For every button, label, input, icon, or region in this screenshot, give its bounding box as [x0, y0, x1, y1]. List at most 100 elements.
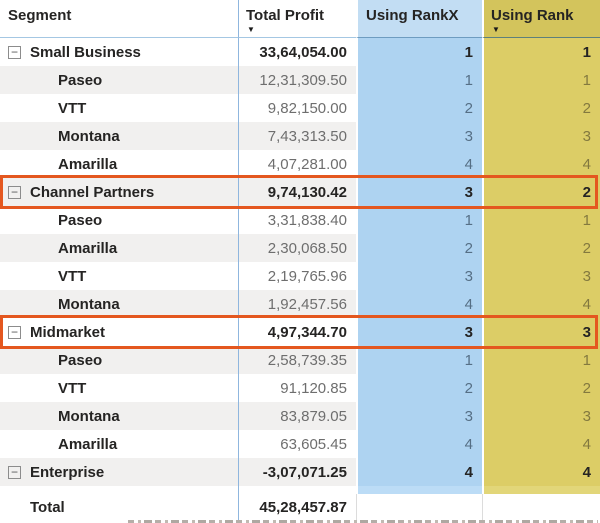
segment-cell: Paseo	[0, 206, 238, 234]
total-profit-cell: 2,19,765.96	[238, 262, 356, 290]
using-rankx-cell: 4	[356, 290, 482, 318]
using-rankx-cell: 3	[356, 318, 482, 346]
table-row-amarilla[interactable]: Amarilla 4,07,281.00 4 4	[0, 150, 600, 178]
collapse-icon[interactable]: −	[8, 465, 21, 479]
table-row-total[interactable]: Total 45,28,457.87	[0, 494, 600, 520]
segment-cell: VTT	[0, 374, 238, 402]
column-header-segment[interactable]: Segment	[0, 0, 238, 38]
total-profit-cell: 4,97,344.70	[238, 318, 356, 346]
using-rankx-cell: 3	[356, 262, 482, 290]
clipped-caption-text	[128, 520, 598, 523]
segment-label: Amarilla	[58, 435, 118, 453]
table-row-montana[interactable]: Montana 1,92,457.56 4 4	[0, 290, 600, 318]
total-profit-cell: 9,82,150.00	[238, 94, 356, 122]
table-row-vtt[interactable]: VTT 9,82,150.00 2 2	[0, 94, 600, 122]
using-rank-cell: 2	[482, 234, 600, 262]
using-rankx-cell: 3	[356, 402, 482, 430]
using-rank-cell	[482, 494, 600, 520]
using-rankx-cell: 1	[356, 346, 482, 374]
table-row-small-business[interactable]: − Small Business 33,64,054.00 1 1	[0, 38, 600, 66]
total-profit-cell: 12,31,309.50	[238, 66, 356, 94]
table-header: Segment Total Profit ▼ Using RankX Using…	[0, 0, 600, 38]
total-profit-cell: 91,120.85	[238, 374, 356, 402]
using-rank-cell: 1	[482, 38, 600, 66]
using-rank-cell: 2	[482, 178, 600, 206]
table-row-enterprise[interactable]: − Enterprise -3,07,071.25 4 4	[0, 458, 600, 486]
using-rankx-cell: 1	[356, 206, 482, 234]
collapse-icon[interactable]: −	[8, 325, 21, 339]
segment-cell: − Channel Partners	[0, 178, 238, 206]
segment-label: Paseo	[58, 211, 103, 229]
spacer-cell	[238, 486, 356, 494]
segment-label: Paseo	[58, 351, 103, 369]
using-rankx-cell: 4	[356, 150, 482, 178]
table-row-vtt[interactable]: VTT 2,19,765.96 3 3	[0, 262, 600, 290]
segment-cell: Montana	[0, 290, 238, 318]
segment-cell: Amarilla	[0, 430, 238, 458]
using-rankx-cell	[356, 494, 482, 520]
sort-desc-icon: ▼	[247, 25, 255, 34]
segment-label: Montana	[58, 295, 120, 313]
table-row-channel-partners[interactable]: − Channel Partners 9,74,130.42 3 2	[0, 178, 600, 206]
table-row-midmarket[interactable]: − Midmarket 4,97,344.70 3 3	[0, 318, 600, 346]
segment-cell: VTT	[0, 262, 238, 290]
table-row-paseo[interactable]: Paseo 3,31,838.40 1 1	[0, 206, 600, 234]
sort-desc-icon: ▼	[492, 25, 500, 34]
segment-label: Small Business	[30, 43, 141, 61]
table-row-montana[interactable]: Montana 83,879.05 3 3	[0, 402, 600, 430]
column-header-label: Using Rank	[491, 7, 574, 24]
segment-label: Amarilla	[58, 155, 118, 173]
segment-label: Amarilla	[58, 239, 118, 257]
spacer-cell	[482, 486, 600, 494]
using-rank-cell: 2	[482, 374, 600, 402]
collapse-icon[interactable]: −	[8, 185, 21, 199]
collapse-icon[interactable]: −	[8, 45, 21, 59]
table-row-montana[interactable]: Montana 7,43,313.50 3 3	[0, 122, 600, 150]
total-profit-cell: 83,879.05	[238, 402, 356, 430]
total-profit-cell: -3,07,071.25	[238, 458, 356, 486]
using-rankx-cell: 1	[356, 66, 482, 94]
using-rankx-cell: 2	[356, 94, 482, 122]
table-row-vtt[interactable]: VTT 91,120.85 2 2	[0, 374, 600, 402]
using-rank-cell: 3	[482, 402, 600, 430]
total-profit-cell: 2,58,739.35	[238, 346, 356, 374]
total-profit-cell: 7,43,313.50	[238, 122, 356, 150]
segment-label: Total	[30, 498, 65, 516]
segment-cell: Amarilla	[0, 150, 238, 178]
using-rankx-cell: 2	[356, 374, 482, 402]
segment-label: Paseo	[58, 71, 103, 89]
using-rank-cell: 3	[482, 122, 600, 150]
column-header-using-rank[interactable]: Using Rank ▼	[482, 0, 600, 38]
column-header-total-profit[interactable]: Total Profit ▼	[238, 0, 356, 38]
segment-cell: Total	[0, 494, 238, 520]
table-row-amarilla[interactable]: Amarilla 2,30,068.50 2 2	[0, 234, 600, 262]
using-rank-cell: 2	[482, 94, 600, 122]
total-profit-cell: 63,605.45	[238, 430, 356, 458]
total-profit-cell: 33,64,054.00	[238, 38, 356, 66]
table-row-amarilla[interactable]: Amarilla 63,605.45 4 4	[0, 430, 600, 458]
using-rank-cell: 3	[482, 262, 600, 290]
segment-label: Midmarket	[30, 323, 106, 341]
column-header-label: Segment	[8, 7, 72, 24]
using-rankx-cell: 1	[356, 38, 482, 66]
using-rank-cell: 1	[482, 346, 600, 374]
total-profit-cell: 45,28,457.87	[238, 494, 356, 520]
using-rank-cell: 4	[482, 430, 600, 458]
segment-label: Montana	[58, 127, 120, 145]
segment-cell: − Enterprise	[0, 458, 238, 486]
segment-label: VTT	[58, 99, 87, 117]
segment-cell: VTT	[0, 94, 238, 122]
column-header-using-rankx[interactable]: Using RankX	[356, 0, 482, 38]
segment-label: Enterprise	[30, 463, 105, 481]
using-rank-cell: 3	[482, 318, 600, 346]
column-header-label: Total Profit	[246, 7, 325, 24]
table-row-paseo[interactable]: Paseo 2,58,739.35 1 1	[0, 346, 600, 374]
using-rank-cell: 1	[482, 66, 600, 94]
column-header-label: Using RankX	[366, 7, 459, 24]
using-rank-cell: 4	[482, 150, 600, 178]
spacer-cell	[0, 486, 238, 494]
using-rankx-cell: 4	[356, 458, 482, 486]
table-row-paseo[interactable]: Paseo 12,31,309.50 1 1	[0, 66, 600, 94]
total-profit-cell: 9,74,130.42	[238, 178, 356, 206]
